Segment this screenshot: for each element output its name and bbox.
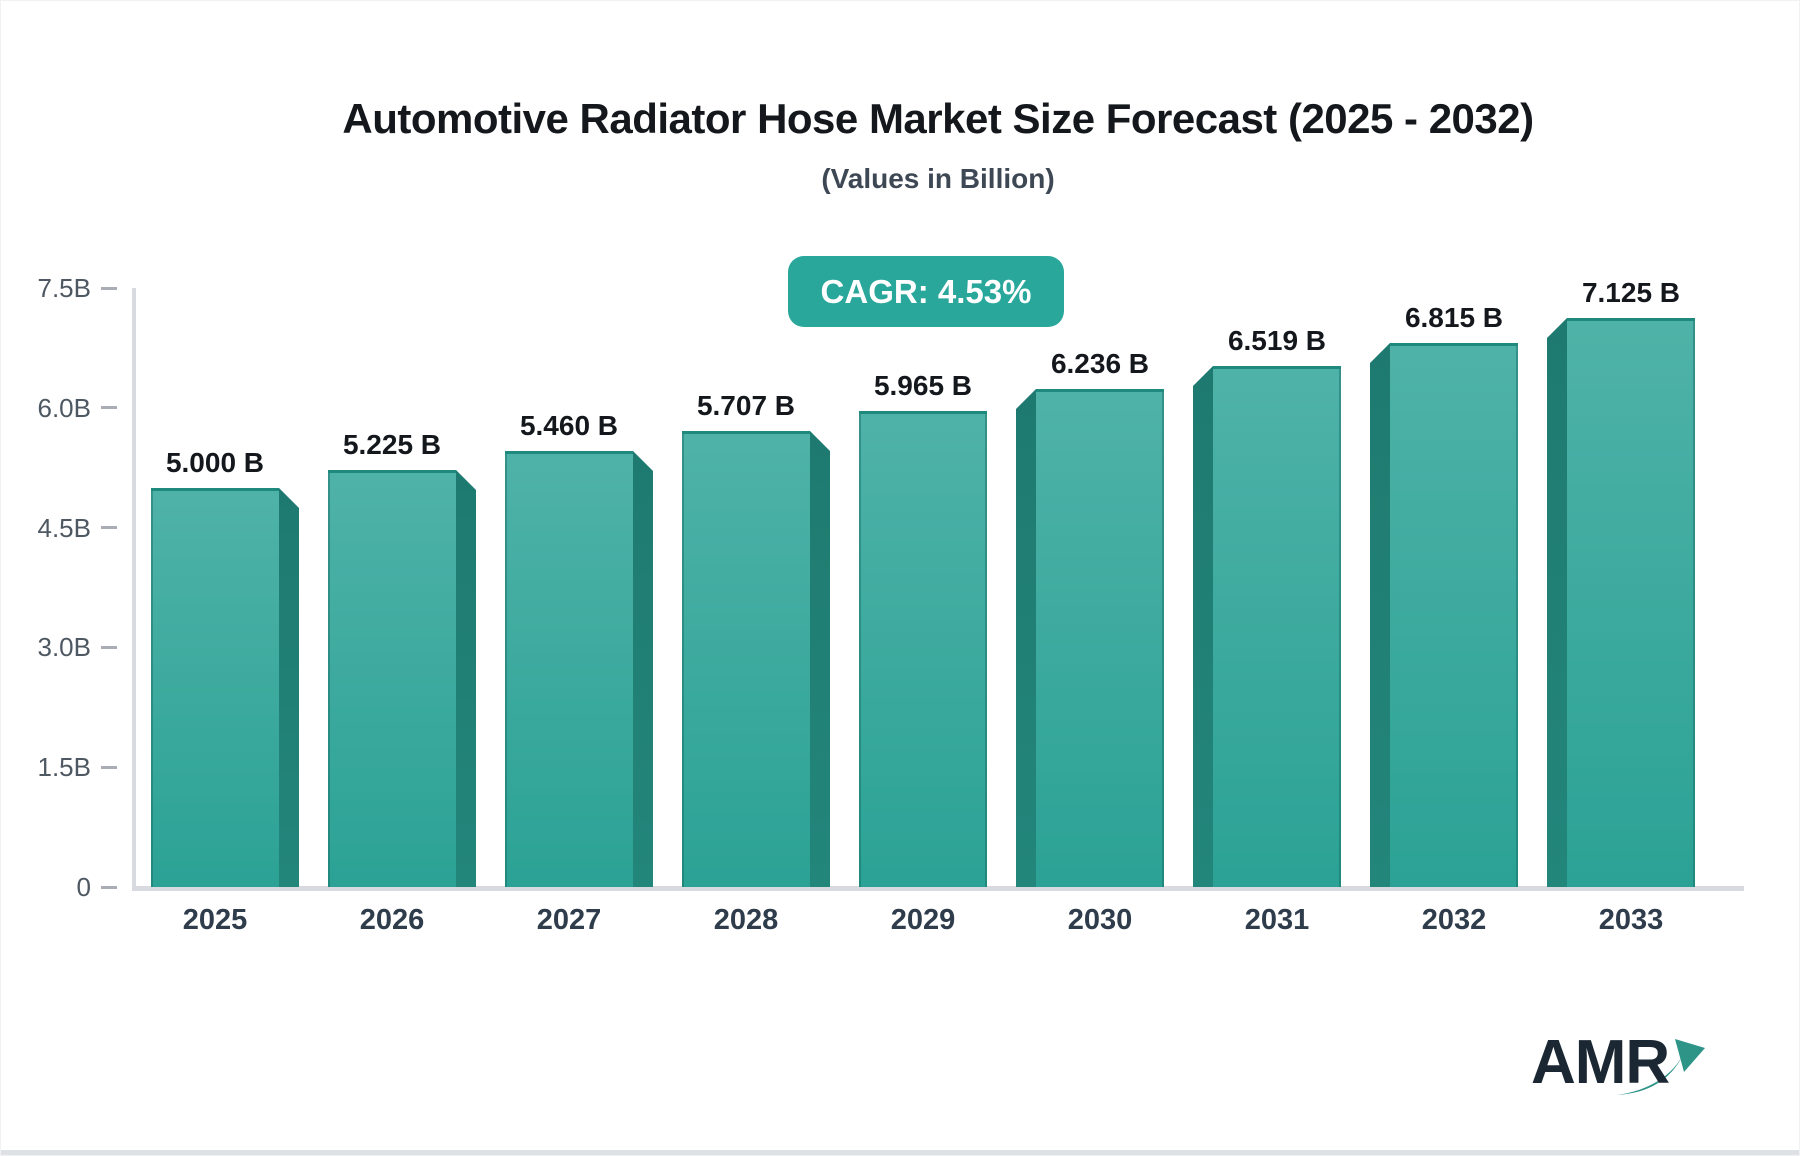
y-tick [101, 765, 117, 769]
bar-side-panel [456, 470, 476, 887]
x-tick-label-2030: 2030 [1067, 904, 1133, 936]
x-tick-label-2026: 2026 [359, 904, 425, 936]
y-tick [101, 885, 117, 889]
x-tick-label-2025: 2025 [182, 904, 248, 936]
bar-2031 [1193, 366, 1341, 887]
y-tick-label: 0 [76, 872, 91, 902]
bar-2029 [859, 411, 987, 887]
trend-arrow-icon [1617, 1039, 1705, 1095]
bar-2028 [682, 431, 830, 887]
y-tick [101, 286, 117, 290]
bar-face [682, 431, 810, 887]
bar-value-label: 5.000 B [165, 447, 265, 478]
bar-value-label: 5.707 B [696, 390, 796, 421]
bar-side-panel [1193, 366, 1213, 887]
x-tick-label-2028: 2028 [713, 904, 779, 936]
bar-face [151, 488, 279, 887]
bar-face [859, 411, 987, 887]
bar-value-label: 6.236 B [1050, 348, 1150, 379]
amr-logo-text: AMR [1531, 1028, 1670, 1097]
bar-value-label: 5.460 B [519, 410, 619, 441]
bar-2032 [1370, 343, 1518, 887]
y-tick-label: 4.5B [37, 512, 92, 543]
bar-value-label: 7.125 B [1581, 277, 1681, 308]
x-tick-label-2032: 2032 [1421, 904, 1487, 936]
y-tick-label: 6.0B [37, 392, 92, 423]
bar-2033 [1547, 318, 1695, 887]
chart-title: Automotive Radiator Hose Market Size For… [342, 95, 1534, 142]
amr-logo: AMR [1531, 1031, 1721, 1111]
bar-2027 [505, 451, 653, 887]
y-tick-label: 1.5B [37, 752, 92, 783]
bar-value-label: 5.225 B [342, 429, 442, 460]
bar-side-panel [1016, 389, 1036, 887]
bar-face [1213, 366, 1341, 887]
bar-value-label: 5.965 B [873, 370, 973, 401]
cagr-badge: CAGR: 4.53% [788, 256, 1064, 327]
y-tick [101, 645, 117, 649]
x-tick-label-2031: 2031 [1244, 904, 1310, 936]
x-tick-label-2029: 2029 [890, 904, 956, 936]
bar-side-panel [279, 488, 299, 887]
y-tick-label: 7.5B [37, 273, 92, 303]
x-tick-label-2027: 2027 [536, 904, 602, 936]
bar-face [1567, 318, 1695, 887]
bar-2030 [1016, 389, 1164, 887]
bar-face [1036, 389, 1164, 887]
y-tick-label: 3.0B [37, 632, 92, 663]
bar-side-panel [810, 431, 830, 887]
bar-face [328, 470, 456, 887]
page-bottom-border [1, 1150, 1799, 1155]
chart-subtitle: (Values in Billion) [821, 163, 1055, 194]
bar-face [1390, 343, 1518, 887]
x-axis-line [132, 886, 1744, 891]
bar-side-panel [1547, 318, 1567, 887]
bar-side-panel [1370, 343, 1390, 887]
bar-value-label: 6.519 B [1227, 325, 1327, 356]
bar-face [505, 451, 633, 887]
bar-side-panel [633, 451, 653, 887]
bar-2025 [151, 488, 299, 887]
x-tick-label-2033: 2033 [1598, 904, 1664, 936]
y-tick [101, 526, 117, 530]
bar-2026 [328, 470, 476, 887]
y-axis-line [132, 288, 136, 891]
y-tick [101, 406, 117, 410]
bar-value-label: 6.815 B [1404, 302, 1504, 333]
